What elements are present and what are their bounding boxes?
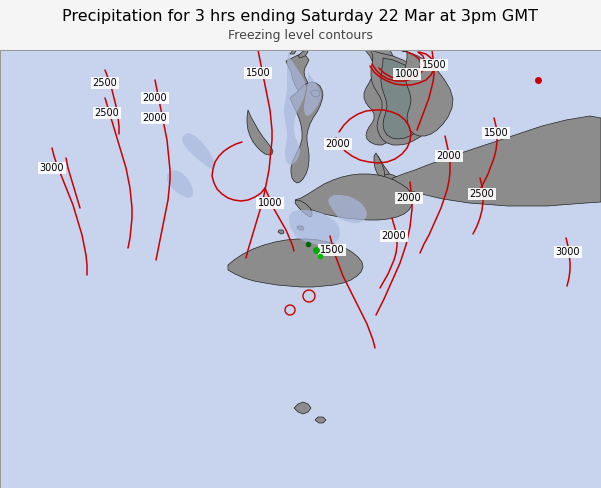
Bar	[0, 50, 601, 488]
Polygon shape	[290, 82, 323, 183]
Text: 1000: 1000	[258, 198, 282, 208]
Bar	[0, 50, 601, 488]
Polygon shape	[182, 133, 214, 169]
Text: Precipitation for 3 hrs ending Saturday 22 Mar at 3pm GMT: Precipitation for 3 hrs ending Saturday …	[63, 8, 538, 23]
Polygon shape	[284, 50, 306, 165]
Polygon shape	[364, 50, 396, 145]
Polygon shape	[315, 417, 326, 423]
Polygon shape	[377, 156, 390, 177]
Polygon shape	[381, 58, 436, 139]
Polygon shape	[278, 230, 284, 234]
Polygon shape	[286, 54, 313, 101]
Polygon shape	[398, 50, 453, 136]
Text: 2500: 2500	[94, 108, 120, 118]
Polygon shape	[228, 239, 363, 287]
Polygon shape	[247, 110, 273, 155]
Polygon shape	[167, 170, 193, 198]
Polygon shape	[297, 226, 304, 230]
Text: 3000: 3000	[556, 247, 580, 257]
Text: 2500: 2500	[469, 189, 495, 199]
Text: 2000: 2000	[142, 113, 167, 123]
Polygon shape	[295, 174, 413, 220]
Text: 2000: 2000	[382, 231, 406, 241]
Polygon shape	[294, 402, 311, 414]
Text: Freezing level contours: Freezing level contours	[228, 28, 373, 41]
Text: 1500: 1500	[246, 68, 270, 78]
Text: 1500: 1500	[422, 60, 447, 70]
Polygon shape	[289, 210, 340, 245]
Polygon shape	[295, 200, 312, 217]
Polygon shape	[374, 153, 385, 178]
Text: 2000: 2000	[142, 93, 167, 103]
Polygon shape	[370, 50, 441, 145]
Text: 2000: 2000	[437, 151, 462, 161]
Text: 3000: 3000	[40, 163, 64, 173]
Polygon shape	[391, 116, 601, 206]
Text: 1500: 1500	[320, 245, 344, 255]
Polygon shape	[328, 195, 367, 223]
Polygon shape	[310, 90, 320, 97]
Polygon shape	[383, 174, 399, 184]
Polygon shape	[290, 50, 296, 54]
Text: 2000: 2000	[397, 193, 421, 203]
Polygon shape	[298, 50, 308, 58]
Text: 1000: 1000	[395, 69, 419, 79]
Text: 2000: 2000	[326, 139, 350, 149]
Polygon shape	[304, 73, 321, 116]
Text: 1500: 1500	[484, 128, 508, 138]
Text: 2500: 2500	[93, 78, 117, 88]
Bar	[0, 0, 601, 50]
